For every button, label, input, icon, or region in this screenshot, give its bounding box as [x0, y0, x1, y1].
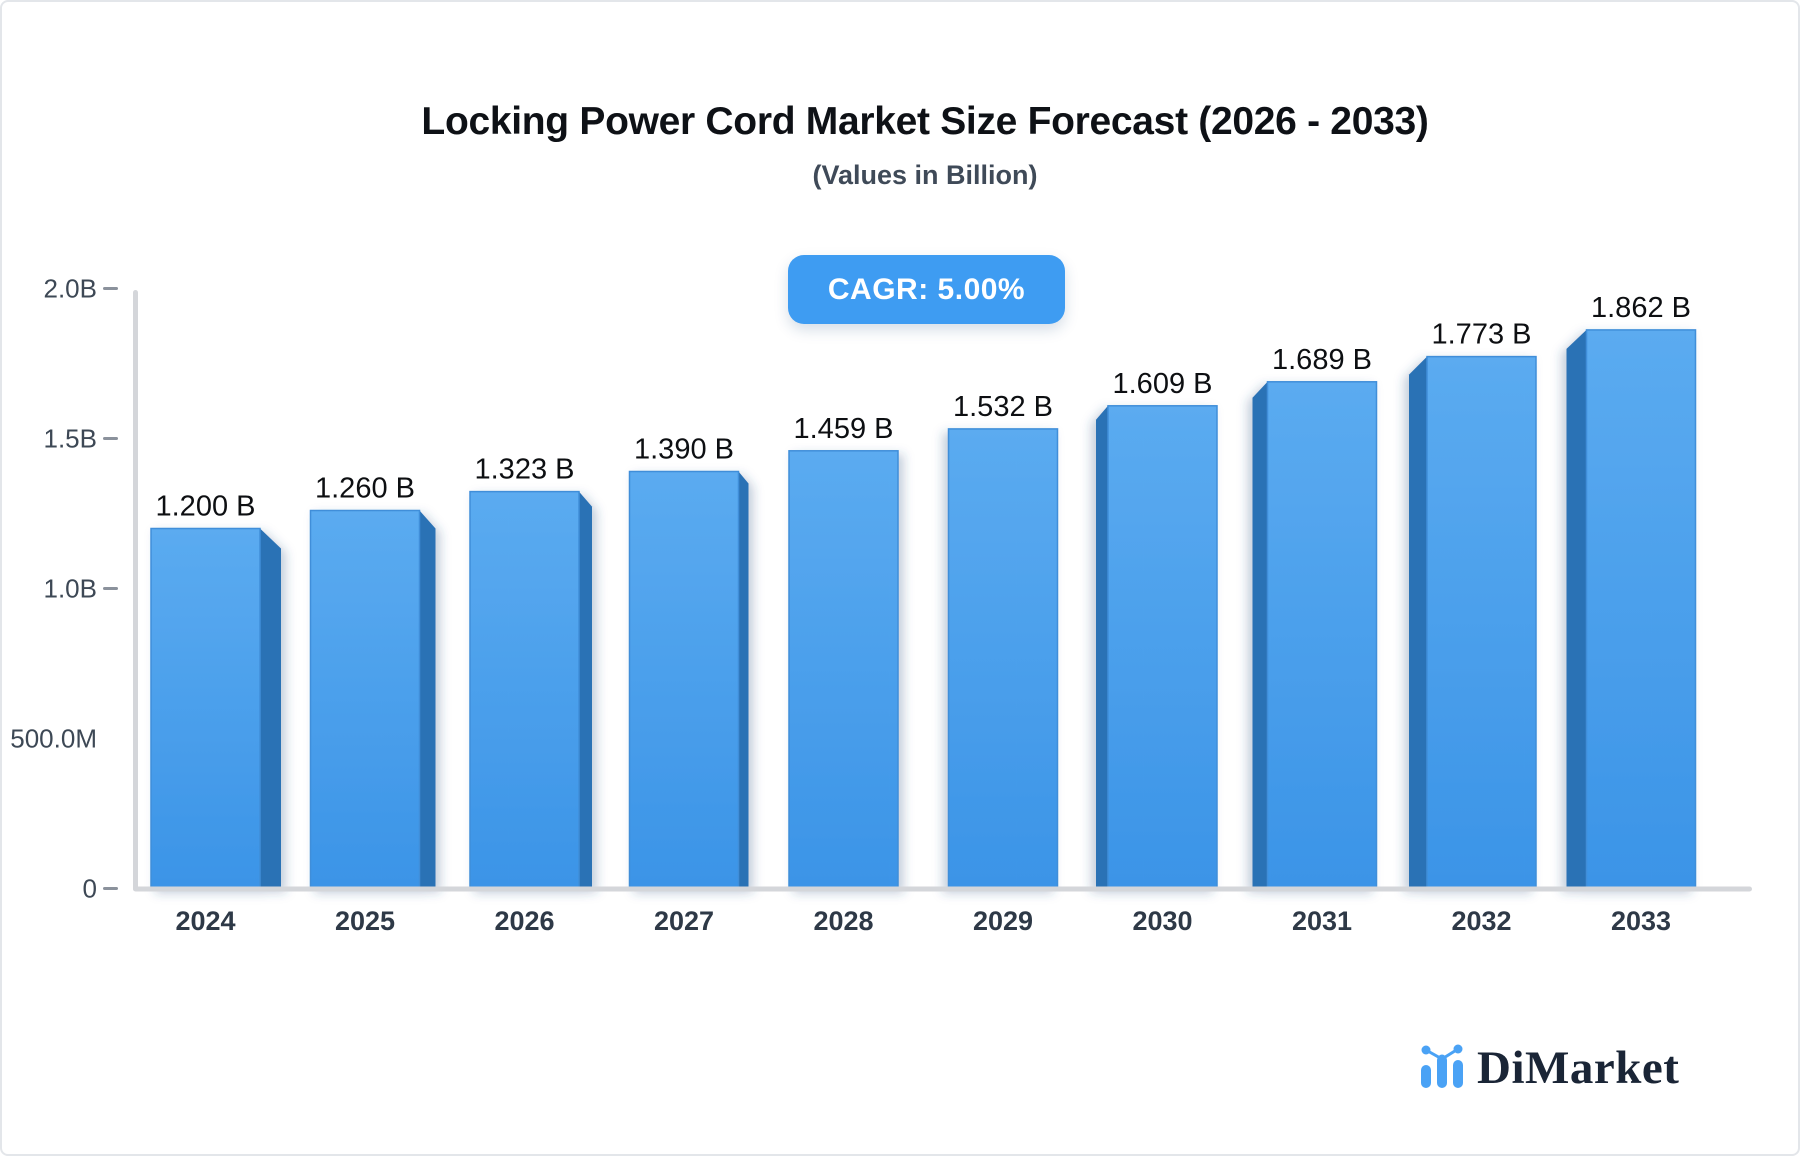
- y-axis-label: 1.0B: [44, 574, 98, 604]
- x-axis-label: 2033: [1611, 906, 1671, 936]
- brand-chart-icon: [1421, 1044, 1463, 1088]
- bar-2031[interactable]: [1252, 381, 1378, 890]
- x-axis-label: 2032: [1451, 906, 1511, 936]
- bar-side-face: [1096, 405, 1108, 889]
- bar-2033[interactable]: [1566, 329, 1697, 890]
- bar-face: [1426, 355, 1537, 890]
- bar-side-face: [738, 471, 749, 889]
- bar-value-label: 1.689 B: [1272, 344, 1372, 376]
- bar-side-face: [419, 510, 436, 889]
- chart-title: Locking Power Cord Market Size Forecast …: [421, 100, 1429, 143]
- bar-value-label: 1.609 B: [1113, 368, 1213, 400]
- bar-face: [628, 470, 740, 890]
- bar-side-face: [260, 528, 281, 889]
- bar-value-label: 1.459 B: [794, 413, 894, 445]
- x-axis-label: 2024: [175, 906, 235, 936]
- bar-2027[interactable]: [628, 470, 749, 890]
- x-axis-label: 2028: [813, 906, 873, 936]
- y-axis-label: 2.0B: [44, 274, 98, 304]
- brand-name: DiMarket: [1477, 1042, 1680, 1094]
- bar-2030[interactable]: [1096, 405, 1218, 890]
- y-axis-tick: [103, 437, 118, 440]
- bar-side-face: [579, 491, 592, 889]
- bar-face: [788, 450, 899, 890]
- bar-value-label: 1.862 B: [1591, 292, 1691, 324]
- chart-subtitle: (Values in Billion): [812, 160, 1038, 190]
- bar-face: [150, 527, 261, 890]
- bar-2029[interactable]: [947, 428, 1059, 890]
- y-axis-label: 500.0M: [10, 724, 97, 754]
- x-axis-label: 2026: [494, 906, 554, 936]
- y-axis-tick: [103, 887, 118, 890]
- bar-value-label: 1.323 B: [475, 454, 575, 486]
- x-axis-label: 2031: [1292, 906, 1352, 936]
- x-axis-label: 2030: [1132, 906, 1192, 936]
- y-axis-tick: [103, 287, 118, 290]
- bar-value-label: 1.773 B: [1432, 319, 1532, 351]
- bar-face: [1585, 329, 1697, 890]
- bar-2032[interactable]: [1409, 355, 1537, 890]
- x-axis-label: 2027: [654, 906, 714, 936]
- cagr-badge: CAGR: 5.00%: [788, 255, 1065, 324]
- bar-2028[interactable]: [788, 450, 899, 890]
- bar-value-label: 1.532 B: [953, 391, 1053, 423]
- bar-face: [469, 490, 580, 890]
- bar-2024[interactable]: [150, 527, 281, 890]
- brand-logo: DiMarket: [1420, 1042, 1680, 1094]
- bar-face: [309, 509, 421, 890]
- x-axis-label: 2025: [335, 906, 395, 936]
- y-axis-label: 0: [83, 874, 97, 904]
- bar-value-label: 1.200 B: [156, 491, 256, 523]
- y-axis-label: 1.5B: [44, 424, 98, 454]
- bar-face: [1107, 405, 1218, 890]
- bar-side-face: [1409, 356, 1427, 889]
- bar-side-face: [1566, 329, 1587, 889]
- x-axis-line: [133, 886, 1752, 892]
- bar-face: [947, 428, 1059, 890]
- bar-2025[interactable]: [309, 509, 436, 890]
- bar-value-label: 1.390 B: [634, 434, 734, 466]
- y-axis-line: [133, 290, 138, 891]
- y-axis-tick: [103, 587, 118, 590]
- x-axis-label: 2029: [973, 906, 1033, 936]
- bar-side-face: [1252, 381, 1268, 889]
- bar-face: [1266, 381, 1378, 890]
- bar-2026[interactable]: [469, 490, 592, 890]
- bar-value-label: 1.260 B: [315, 473, 415, 505]
